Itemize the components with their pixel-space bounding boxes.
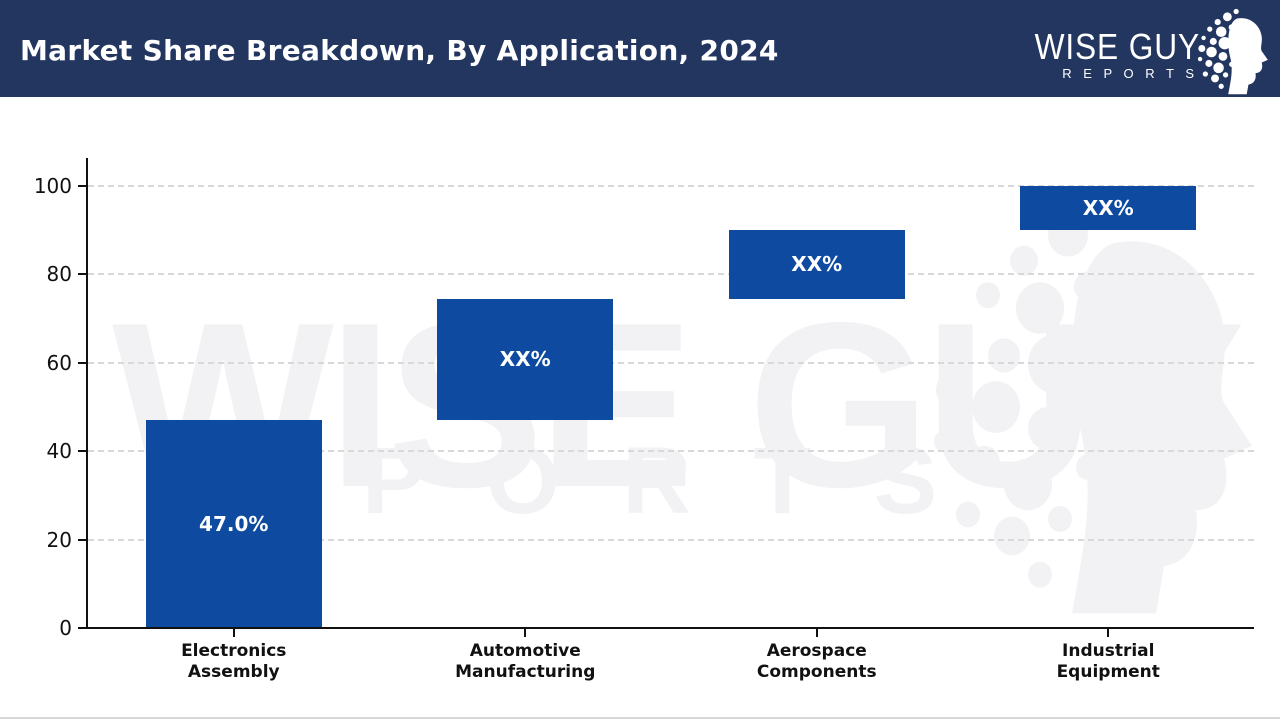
- bar-label-3: XX%: [1082, 196, 1134, 221]
- x-tick-0: [232, 629, 235, 637]
- x-axis-line: [86, 627, 1254, 629]
- bar-electronics-assembly: [145, 420, 322, 628]
- category-label-line: Aerospace: [766, 641, 867, 661]
- bar-label-0: 47.0%: [199, 512, 269, 537]
- y-tick-label-40: 40: [46, 439, 72, 464]
- x-tick-2: [815, 629, 818, 637]
- logo-subtext: R E P O R T S: [1062, 66, 1198, 81]
- gridline-40: [88, 450, 1254, 453]
- category-label-line: Electronics: [181, 641, 287, 661]
- category-label-line: Manufacturing: [455, 662, 596, 682]
- category-label-line: Assembly: [187, 662, 280, 682]
- y-tick-100: [78, 185, 88, 187]
- category-label-line: Equipment: [1056, 662, 1160, 682]
- bar-automotive-manufacturing: [437, 298, 614, 421]
- y-tick-0: [78, 627, 88, 629]
- header-bar: Market Share Breakdown, By Application, …: [0, 0, 1280, 97]
- y-tick-40: [78, 450, 88, 453]
- bottom-border: [0, 717, 1280, 719]
- y-tick-20: [78, 538, 88, 541]
- gridline-60: [88, 361, 1254, 364]
- y-axis-line: [86, 158, 88, 629]
- category-label-line: Automotive: [469, 641, 581, 661]
- dotted-head-profile-icon: [1197, 8, 1268, 95]
- category-label-3: Industrial Equipment: [968, 641, 1248, 683]
- gridline-100: [88, 185, 1254, 187]
- y-tick-label-100: 100: [33, 174, 72, 198]
- gridline-80: [88, 273, 1254, 276]
- y-tick-label-20: 20: [46, 527, 72, 552]
- y-tick-label-80: 80: [46, 262, 72, 287]
- category-label-line: Industrial: [1062, 641, 1155, 661]
- category-label-0: Electronics Assembly: [94, 641, 374, 683]
- category-label-line: Components: [756, 662, 877, 682]
- chart-title: Market Share Breakdown, By Application, …: [20, 34, 779, 67]
- x-tick-3: [1107, 629, 1110, 637]
- bar-aerospace-components: [728, 230, 905, 299]
- wiseguy-logo: WISE GUY R E P O R T S: [1020, 4, 1270, 95]
- y-tick-60: [78, 361, 88, 364]
- category-label-1: Automotive Manufacturing: [385, 641, 665, 683]
- gridline-20: [88, 538, 1254, 541]
- bar-label-2: XX%: [791, 252, 843, 277]
- y-tick-80: [78, 273, 88, 276]
- category-label-2: Aerospace Components: [677, 641, 957, 683]
- x-tick-1: [524, 629, 527, 637]
- logo-wordmark: WISE GUY: [1034, 26, 1200, 67]
- bar-label-1: XX%: [499, 347, 551, 372]
- y-tick-label-0: 0: [59, 616, 72, 640]
- y-tick-label-60: 60: [46, 350, 72, 375]
